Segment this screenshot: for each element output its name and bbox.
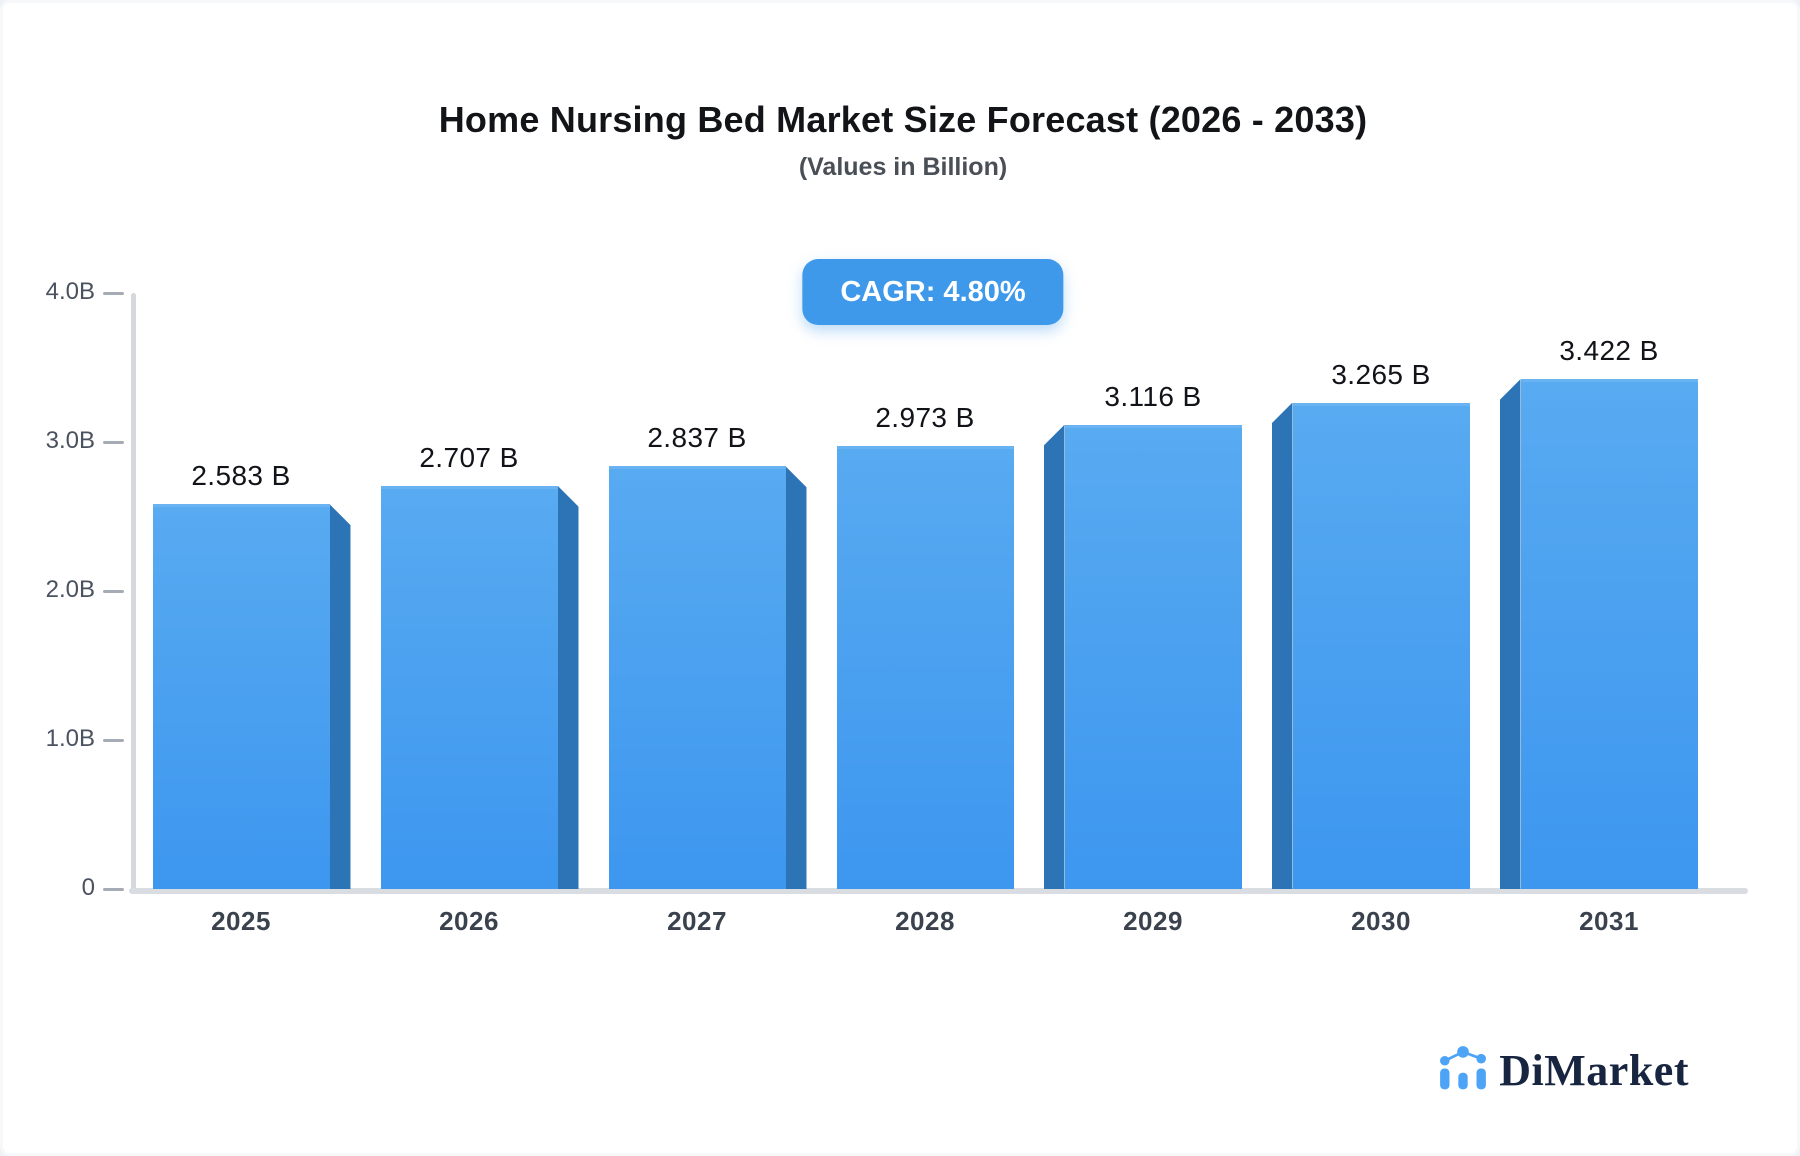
bar-value-label: 2.583 B <box>191 460 291 492</box>
bar-value-label: 2.973 B <box>875 402 975 434</box>
bar-value-label: 2.837 B <box>647 422 747 454</box>
bar-2031 <box>1520 379 1698 889</box>
bar-value-label: 3.422 B <box>1559 335 1659 367</box>
x-axis-label: 2028 <box>895 906 955 936</box>
bar-2027 <box>608 466 786 889</box>
bar-2026 <box>380 485 558 889</box>
y-axis-tick-label: 3.0B <box>45 427 95 454</box>
bar-2029 <box>1064 424 1242 889</box>
bar-value-label: 3.265 B <box>1331 358 1431 390</box>
bar-side-face-2030 <box>1271 402 1293 889</box>
bar-side-face-2029 <box>1043 424 1065 889</box>
x-axis-label: 2025 <box>211 906 271 936</box>
bar-side-face-2025 <box>329 504 351 889</box>
x-axis-label: 2031 <box>1579 906 1639 936</box>
chart-title: Home Nursing Bed Market Size Forecast (2… <box>438 99 1368 140</box>
chart-subtitle: (Values in Billion) <box>798 153 1008 181</box>
bar-side-face-2031 <box>1499 379 1521 889</box>
y-axis-tick-label: 0 <box>81 874 95 901</box>
y-axis-tick-label: 1.0B <box>45 725 95 752</box>
x-axis-label: 2029 <box>1123 906 1183 936</box>
bar-2030 <box>1292 402 1470 889</box>
y-axis-tick-mark <box>103 738 124 742</box>
y-axis-tick-mark <box>103 440 124 444</box>
bar-2025 <box>152 504 330 889</box>
brand-logo: DiMarket <box>1437 1041 1689 1096</box>
y-axis-line <box>131 293 136 892</box>
bar-side-face-2027 <box>785 466 807 889</box>
y-axis-tick-mark <box>103 589 124 593</box>
bar-2028 <box>836 446 1014 889</box>
x-axis-label: 2026 <box>439 906 499 936</box>
y-axis-tick-mark <box>103 887 124 891</box>
bar-value-label: 2.707 B <box>419 441 519 473</box>
y-axis-tick-label: 2.0B <box>45 576 95 603</box>
brand-name: DiMarket <box>1499 1046 1689 1095</box>
x-axis-line <box>129 888 1748 894</box>
y-axis-tick-label: 4.0B <box>45 278 95 305</box>
x-axis-label: 2030 <box>1351 906 1411 936</box>
x-axis-label: 2027 <box>667 906 727 936</box>
bar-side-face-2026 <box>557 485 579 889</box>
y-axis-tick-mark <box>103 291 124 295</box>
cagr-badge: CAGR: 4.80% <box>802 259 1064 325</box>
bar-value-label: 3.116 B <box>1104 380 1202 412</box>
bar-line-chart-icon <box>1440 1046 1487 1090</box>
